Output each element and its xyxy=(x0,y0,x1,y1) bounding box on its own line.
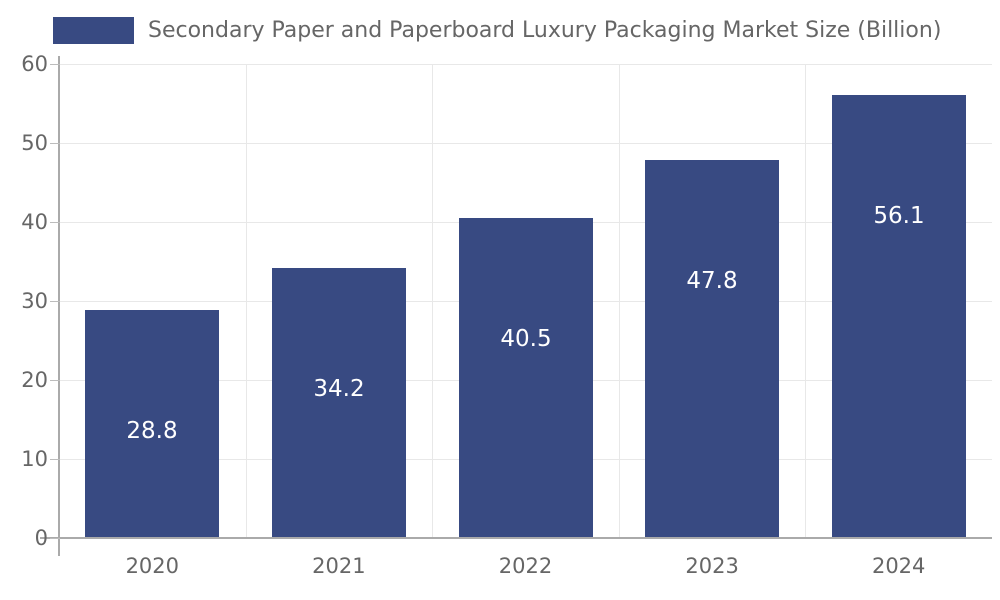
y-axis-tick xyxy=(50,459,60,460)
y-axis-tick xyxy=(50,301,60,302)
gridline-vertical xyxy=(432,64,433,538)
legend-series-label: Secondary Paper and Paperboard Luxury Pa… xyxy=(148,17,942,43)
x-axis-line xyxy=(40,537,992,539)
y-axis-tick-label: 60 xyxy=(21,52,48,76)
x-axis-tick-label: 2023 xyxy=(685,554,739,578)
y-axis-tick-label: 30 xyxy=(21,289,48,313)
x-axis-tick-label: 2022 xyxy=(498,554,553,578)
y-axis-tick-label: 40 xyxy=(21,210,48,234)
y-axis-line xyxy=(58,56,60,556)
y-axis-tick-label: 50 xyxy=(21,131,48,155)
gridline-horizontal xyxy=(59,64,992,65)
gridline-vertical xyxy=(805,64,806,538)
bar-value-label: 40.5 xyxy=(500,326,552,353)
bar-value-label: 28.8 xyxy=(126,418,178,445)
plot-area: 28.8 34.2 40.5 47.8 56.1 xyxy=(59,64,992,539)
bar-2022[interactable] xyxy=(459,218,593,538)
gridline-vertical xyxy=(246,64,247,538)
y-axis-tick xyxy=(50,143,60,144)
y-axis-tick xyxy=(50,380,60,381)
bar-value-label: 34.2 xyxy=(313,375,365,402)
bar-2023[interactable] xyxy=(645,160,779,538)
bar-value-label: 56.1 xyxy=(873,202,925,229)
y-axis-tick xyxy=(50,222,60,223)
y-axis-tick-label: 0 xyxy=(34,526,48,550)
bar-2020[interactable] xyxy=(85,310,219,538)
bar-2024[interactable] xyxy=(832,94,966,538)
bar-2021[interactable] xyxy=(272,267,406,538)
y-axis-tick-label: 10 xyxy=(21,447,48,471)
y-axis-tick xyxy=(50,538,60,539)
x-axis-tick-label: 2021 xyxy=(312,554,366,578)
y-axis-tick-label: 20 xyxy=(21,368,48,392)
gridline-vertical xyxy=(619,64,620,538)
x-axis-tick-label: 2024 xyxy=(871,554,926,578)
y-axis-tick xyxy=(50,64,60,65)
bar-value-label: 47.8 xyxy=(686,268,738,295)
chart-legend[interactable]: Secondary Paper and Paperboard Luxury Pa… xyxy=(53,14,941,46)
legend-color-swatch xyxy=(53,16,134,44)
gridline-horizontal xyxy=(59,143,992,144)
x-axis-tick-label: 2020 xyxy=(125,554,180,578)
